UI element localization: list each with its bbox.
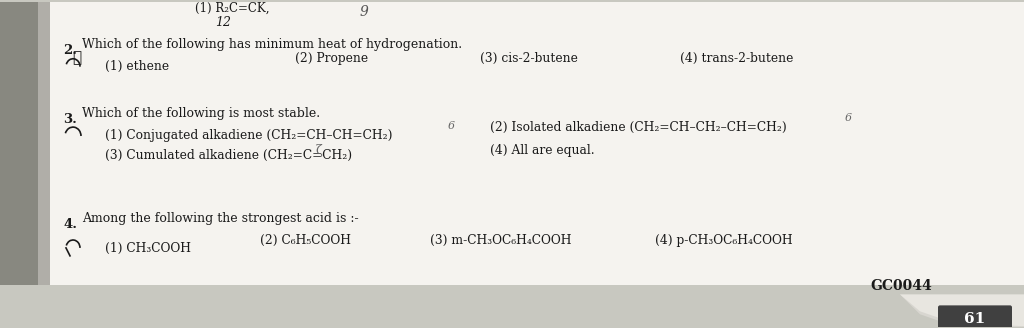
Text: (1) CH₃COOH: (1) CH₃COOH bbox=[105, 242, 191, 255]
Text: ✓: ✓ bbox=[72, 51, 81, 65]
Text: 4.: 4. bbox=[63, 218, 77, 231]
Bar bbox=[0, 2, 40, 327]
Text: (2) Propene: (2) Propene bbox=[295, 52, 368, 65]
Text: 3.: 3. bbox=[63, 113, 77, 126]
Text: 6: 6 bbox=[449, 121, 455, 131]
Text: GC0044: GC0044 bbox=[870, 278, 932, 293]
Text: Which of the following is most stable.: Which of the following is most stable. bbox=[82, 107, 321, 120]
Text: 6: 6 bbox=[845, 113, 852, 123]
Text: 2.: 2. bbox=[63, 44, 77, 57]
Text: Which of the following has minimum heat of hydrogenation.: Which of the following has minimum heat … bbox=[82, 38, 462, 51]
Bar bbox=[38, 2, 1024, 295]
Text: (4) All are equal.: (4) All are equal. bbox=[490, 144, 595, 157]
Text: (1) Conjugated alkadiene (CH₂=CH–CH=CH₂): (1) Conjugated alkadiene (CH₂=CH–CH=CH₂) bbox=[105, 129, 392, 142]
Bar bbox=[0, 285, 1024, 327]
Text: (2) Isolated alkadiene (CH₂=CH–CH₂–CH=CH₂): (2) Isolated alkadiene (CH₂=CH–CH₂–CH=CH… bbox=[490, 121, 786, 134]
Text: 9: 9 bbox=[360, 5, 369, 19]
Text: (1) ethene: (1) ethene bbox=[105, 60, 169, 72]
Text: Among the following the strongest acid is :-: Among the following the strongest acid i… bbox=[82, 212, 358, 225]
Bar bbox=[38, 2, 50, 327]
Polygon shape bbox=[38, 295, 1024, 326]
Text: (4) p-CH₃OC₆H₄COOH: (4) p-CH₃OC₆H₄COOH bbox=[655, 234, 793, 247]
Text: 61: 61 bbox=[965, 312, 986, 326]
Polygon shape bbox=[38, 295, 1024, 327]
Text: 12: 12 bbox=[215, 16, 231, 29]
Text: (3) cis-2-butene: (3) cis-2-butene bbox=[480, 52, 578, 65]
Text: (3) Cumulated alkadiene (CH₂=C=CH₂): (3) Cumulated alkadiene (CH₂=C=CH₂) bbox=[105, 149, 352, 162]
Text: (1) R₂C=CK,: (1) R₂C=CK, bbox=[195, 2, 269, 15]
Text: (3) m-CH₃OC₆H₄COOH: (3) m-CH₃OC₆H₄COOH bbox=[430, 234, 571, 247]
FancyBboxPatch shape bbox=[938, 305, 1012, 328]
Text: (4) trans-2-butene: (4) trans-2-butene bbox=[680, 52, 794, 65]
Text: (2) C₆H₅COOH: (2) C₆H₅COOH bbox=[260, 234, 351, 247]
Text: ζ: ζ bbox=[315, 144, 322, 157]
